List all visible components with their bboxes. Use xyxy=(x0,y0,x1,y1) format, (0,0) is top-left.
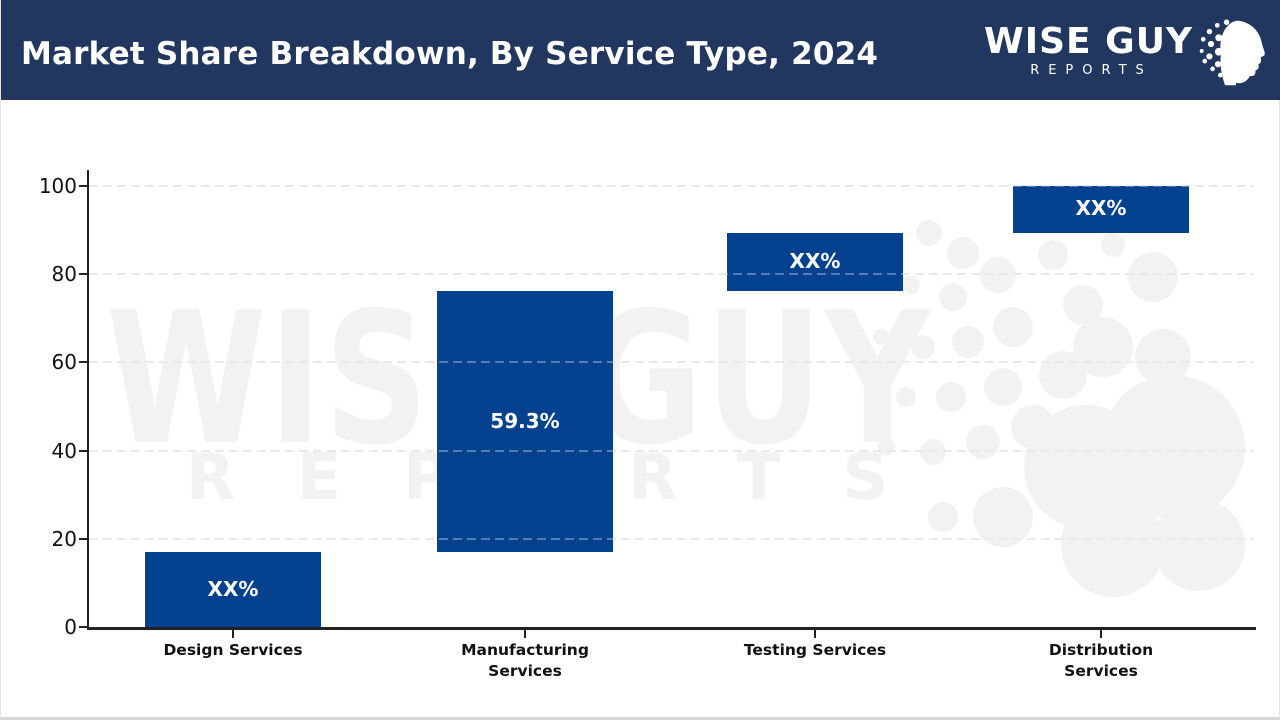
x-tick-label: Testing Services xyxy=(705,640,925,661)
bar xyxy=(727,232,903,291)
x-tick-mark xyxy=(232,630,234,638)
x-tick-label-line: Services xyxy=(1064,662,1138,680)
x-tick-mark xyxy=(524,630,526,638)
y-tick-mark xyxy=(79,273,87,276)
grid-line xyxy=(89,449,1254,452)
y-tick-label: 80 xyxy=(51,262,77,287)
y-tick-mark xyxy=(79,449,87,452)
grid-line xyxy=(89,537,1254,540)
y-tick-mark xyxy=(79,537,87,540)
y-tick-label: 20 xyxy=(51,526,77,551)
bar-value-label: 59.3% xyxy=(490,408,560,433)
grid-line-overlay xyxy=(89,185,1254,187)
x-tick-label: Design Services xyxy=(123,640,343,661)
x-tick-label-line: Testing Services xyxy=(743,641,887,659)
y-tick-mark xyxy=(79,185,87,187)
y-axis-line xyxy=(87,170,89,629)
y-tick-label: 40 xyxy=(51,438,77,463)
x-tick-label-line: Services xyxy=(488,662,562,680)
x-tick-label-line: Design Services xyxy=(163,641,303,659)
bar-value-label: XX% xyxy=(789,248,841,273)
grid-line xyxy=(89,185,1254,187)
bar xyxy=(145,552,321,627)
x-tick-mark xyxy=(1100,630,1102,638)
logo-wiseguy-label: WISE GUY xyxy=(983,21,1193,62)
chart-title: Market Share Breakdown, By Service Type,… xyxy=(21,36,879,72)
x-tick-label: Manufacturing Services xyxy=(415,640,635,682)
bar-value-label: XX% xyxy=(207,576,259,601)
y-tick-mark xyxy=(79,626,87,628)
y-tick-label: 0 xyxy=(64,615,77,639)
grid-line-overlay xyxy=(89,273,1254,276)
grid-line-overlay xyxy=(89,537,1254,540)
grid-line-overlay xyxy=(89,449,1254,452)
logo-reports-label: REPORTS xyxy=(1030,63,1153,78)
bar xyxy=(437,290,613,553)
y-tick-label: 100 xyxy=(38,174,77,198)
x-tick-label-line: Distribution xyxy=(1048,641,1154,659)
header-bar: Market Share Breakdown, By Service Type,… xyxy=(1,0,1280,100)
x-axis-line xyxy=(87,627,1256,630)
watermark-face-dots-graphic xyxy=(873,220,1245,597)
wise-guy-reports-logo: WISE GUY REPORTS xyxy=(984,8,1267,94)
y-tick-label: 60 xyxy=(51,350,77,375)
bar-value-label: XX% xyxy=(1075,196,1127,221)
grid-line xyxy=(89,273,1254,276)
logo-text: WISE GUY REPORTS xyxy=(983,21,1193,79)
logo-face-icon xyxy=(1199,19,1265,86)
bar xyxy=(1013,186,1189,233)
x-tick-mark xyxy=(814,630,816,638)
grid-line-overlay xyxy=(89,361,1254,364)
grid-line xyxy=(89,361,1254,364)
x-tick-label: Distribution Services xyxy=(991,640,1211,682)
x-tick-label-line: Manufacturing xyxy=(461,641,589,659)
y-tick-mark xyxy=(79,361,87,364)
